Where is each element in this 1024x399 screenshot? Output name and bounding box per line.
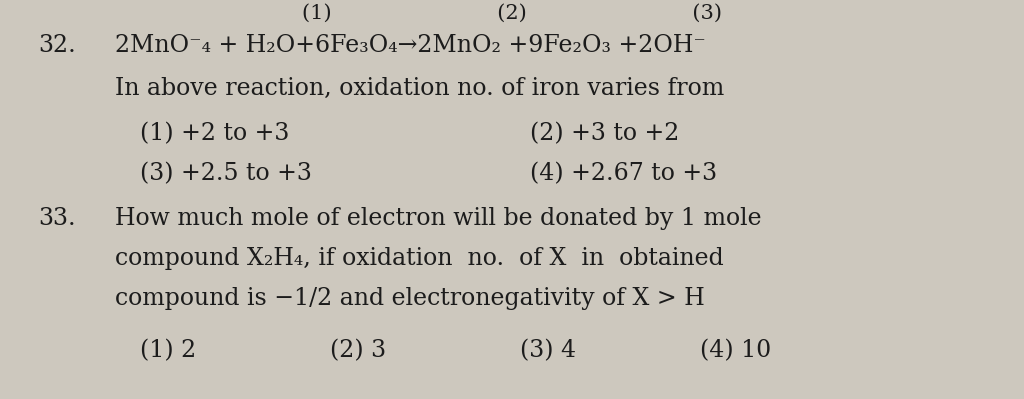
- Text: (4) +2.67 to +3: (4) +2.67 to +3: [530, 162, 717, 185]
- Text: How much mole of electron will be donated by 1 mole: How much mole of electron will be donate…: [115, 207, 762, 230]
- Text: (1) +2 to +3: (1) +2 to +3: [140, 122, 290, 145]
- Text: (1) 2: (1) 2: [140, 339, 197, 362]
- Text: (3) 4: (3) 4: [520, 339, 577, 362]
- Text: 2MnO⁻₄ + H₂O+6Fe₃O₄→2MnO₂ +9Fe₂O₃ +2OH⁻: 2MnO⁻₄ + H₂O+6Fe₃O₄→2MnO₂ +9Fe₂O₃ +2OH⁻: [115, 34, 706, 57]
- Text: 32.: 32.: [38, 34, 76, 57]
- Text: (1)                         (2)                         (3): (1) (2) (3): [302, 4, 722, 23]
- Text: 33.: 33.: [38, 207, 76, 230]
- Text: (3) +2.5 to +3: (3) +2.5 to +3: [140, 162, 312, 185]
- Text: compound is −1/2 and electronegativity of X > H: compound is −1/2 and electronegativity o…: [115, 287, 705, 310]
- Text: In above reaction, oxidation no. of iron varies from: In above reaction, oxidation no. of iron…: [115, 77, 724, 100]
- Text: compound X₂H₄, if oxidation  no.  of X  in  obtained: compound X₂H₄, if oxidation no. of X in …: [115, 247, 724, 270]
- Text: (2) 3: (2) 3: [330, 339, 386, 362]
- Text: (2) +3 to +2: (2) +3 to +2: [530, 122, 679, 145]
- Text: (4) 10: (4) 10: [700, 339, 771, 362]
